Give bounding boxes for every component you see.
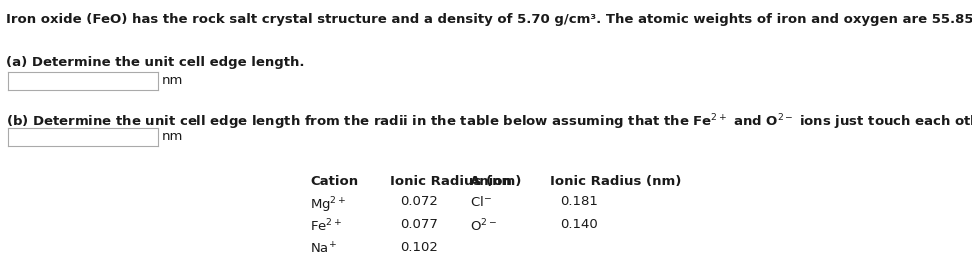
Text: (a) Determine the unit cell edge length.: (a) Determine the unit cell edge length.: [6, 56, 304, 69]
Text: Ionic Radius (nm): Ionic Radius (nm): [550, 175, 681, 188]
Text: 0.181: 0.181: [560, 195, 598, 208]
Text: 0.102: 0.102: [400, 241, 437, 254]
Text: (b) Determine the unit cell edge length from the radii in the table below assumi: (b) Determine the unit cell edge length …: [6, 112, 972, 132]
Text: Fe$^{2+}$: Fe$^{2+}$: [310, 218, 342, 235]
Text: Cation: Cation: [310, 175, 358, 188]
Text: O$^{2-}$: O$^{2-}$: [470, 218, 497, 235]
Text: Na$^{+}$: Na$^{+}$: [310, 241, 337, 256]
Text: Ionic Radius (nm): Ionic Radius (nm): [390, 175, 521, 188]
Text: nm: nm: [162, 75, 184, 87]
Text: 0.140: 0.140: [560, 218, 598, 231]
Text: Mg$^{2+}$: Mg$^{2+}$: [310, 195, 346, 215]
Text: 0.077: 0.077: [400, 218, 437, 231]
Text: Cl$^{-}$: Cl$^{-}$: [470, 195, 492, 209]
Text: 0.072: 0.072: [400, 195, 437, 208]
Text: Iron oxide (FeO) has the rock salt crystal structure and a density of 5.70 g/cm³: Iron oxide (FeO) has the rock salt cryst…: [6, 13, 972, 26]
Text: Anion: Anion: [470, 175, 513, 188]
Text: nm: nm: [162, 130, 184, 144]
